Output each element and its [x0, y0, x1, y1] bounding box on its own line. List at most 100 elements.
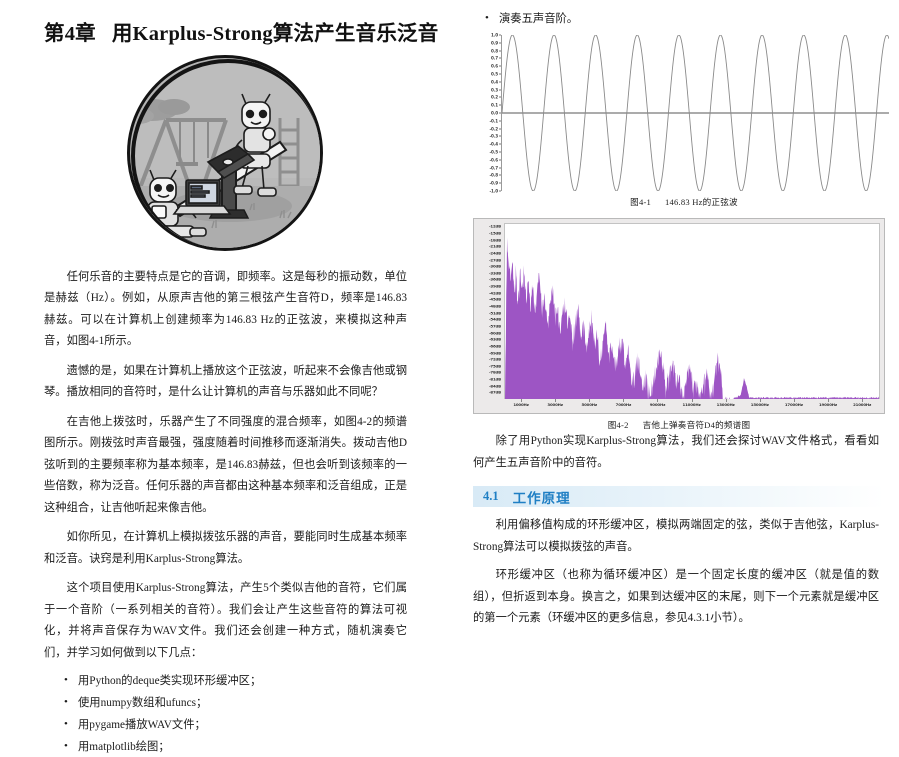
sine-y-tick-mark — [498, 182, 501, 184]
spectrum-y-axis: -12dB -15dB -18dB -21dB -24dB -27dB -30dB -33dB… — [478, 223, 504, 411]
list-item: 使用numpy数组和ufuncs； — [64, 693, 407, 713]
sine-y-tick-mark — [498, 167, 501, 169]
spectrum-y-tick-label: -24dB — [488, 250, 501, 256]
spectrum-y-tick-label: -78dB — [488, 369, 501, 375]
spectrum-x-tick-mark — [793, 399, 795, 402]
robots-seesaw-illustration — [126, 54, 323, 251]
right-body-text-lower: 利用偏移值构成的环形缓冲区，模拟两端固定的弦，类似于吉他弦，Karplus-St… — [449, 515, 899, 630]
sine-y-tick-mark — [498, 104, 501, 106]
sine-y-tick-mark — [498, 143, 501, 145]
sine-y-tick-mark — [498, 73, 501, 75]
sine-y-tick-mark — [498, 57, 501, 59]
sine-y-tick-label: 0.6 — [491, 63, 498, 69]
paragraph: 如你所见，在计算机上模拟拨弦乐器的声音，要能同时生成基本频率和泛音。诀窍是利用K… — [44, 531, 407, 565]
left-bullet-list: 用Python的deque类实现环形缓冲区； 使用numpy数组和ufuncs；… — [44, 671, 407, 757]
document-page: 第4章 用Karplus-Strong算法产生音乐泛音 — [0, 0, 899, 590]
figure-number: 图4-1 — [630, 197, 652, 207]
sine-y-tick-label: 0.9 — [491, 40, 498, 46]
right-body-text-upper: 除了用Python实现Karplus-Strong算法，我们还会探讨WAV文件格… — [449, 431, 899, 474]
sine-y-tick-label: -0.1 — [489, 118, 498, 124]
spectrum-x-tick-label: 9000Hz — [649, 402, 666, 407]
sine-y-tick-label: -1.0 — [489, 188, 498, 194]
spectrum-x-tick-mark — [827, 399, 829, 402]
spectrum-x-tick-label: 11000Hz — [682, 402, 701, 407]
illustration-svg — [130, 58, 320, 248]
spectrum-y-tick-label: -51dB — [488, 310, 501, 316]
figure-number: 图4-2 — [607, 420, 629, 430]
spectrum-x-tick-mark — [691, 399, 693, 402]
sine-wave-path — [502, 35, 889, 191]
chapter-title-text: 用Karplus-Strong算法产生音乐泛音 — [111, 23, 439, 45]
spectrum-x-tick-label: 15000Hz — [750, 402, 769, 407]
spectrum-x-tick-mark — [759, 399, 761, 402]
paragraph: 利用偏移值构成的环形缓冲区，模拟两端固定的弦，类似于吉他弦，Karplus-St… — [473, 519, 879, 553]
spectrum-inner: -12dB -15dB -18dB -21dB -24dB -27dB -30dB -33dB… — [478, 223, 880, 411]
list-item: 用matplotlib绘图； — [64, 737, 407, 757]
sine-y-axis: 1.0 0.9 0.8 0.7 0.6 0.5 0.4 0.3 0.2 0.1 0.0 -0.1 -0.… — [479, 33, 501, 194]
spectrum-y-tick-label: -36dB — [488, 276, 501, 282]
section-number: 4.1 — [483, 489, 499, 503]
sine-y-tick-mark — [498, 151, 501, 153]
figure-4-1-caption: 图4-1 146.83 Hz的正弦波 — [479, 196, 889, 208]
spectrum-y-tick-label: -75dB — [488, 363, 501, 369]
spectrum-plot-canvas — [504, 223, 880, 399]
paragraph: 除了用Python实现Karplus-Strong算法，我们还会探讨WAV文件格… — [473, 435, 879, 469]
spectrum-y-tick-label: -87dB — [488, 389, 501, 395]
figure-4-2-caption: 图4-2 吉他上弹奏音符D4的频谱图 — [473, 419, 885, 431]
paragraph: 这个项目使用Karplus-Strong算法，产生5个类似吉他的音符，它们属于一… — [44, 582, 407, 659]
spectrum-x-tick-mark — [862, 399, 864, 402]
sine-y-tick-mark — [498, 96, 501, 98]
sine-y-tick-label: 0.1 — [491, 102, 498, 108]
spectrum-x-axis: 1000Hz 3000Hz 5000Hz 7000Hz 9000Hz 11000Hz 130… — [504, 399, 880, 411]
spectrum-y-tick-label: -48dB — [488, 303, 501, 309]
spectrum-x-tick-label: 17000Hz — [784, 402, 803, 407]
spectrum-x-tick-label: 21000Hz — [853, 402, 872, 407]
sine-y-tick-label: 0.7 — [491, 55, 498, 61]
spectrum-area-svg — [505, 237, 879, 399]
list-item: 演奏五声音阶。 — [485, 9, 869, 29]
sine-y-tick-mark — [498, 34, 501, 36]
sine-y-tick-mark — [498, 190, 501, 192]
spectrum-y-tick-label: -84dB — [488, 383, 501, 389]
sine-y-tick-mark — [498, 159, 501, 161]
sine-y-tick-mark — [498, 128, 501, 130]
section-heading-4-1: 4.1 工作原理 — [473, 486, 885, 507]
sine-y-tick-mark — [498, 120, 501, 122]
spectrum-x-tick-mark — [623, 399, 625, 402]
list-item: 用pygame播放WAV文件； — [64, 715, 407, 735]
spectrum-x-tick-mark — [657, 399, 659, 402]
sine-y-tick-label: 0.4 — [491, 79, 498, 85]
sine-y-tick-mark — [498, 50, 501, 52]
left-body-text: 任何乐音的主要特点是它的音调，即频率。这是每秒的振动数，单位是赫兹（Hz）。例如… — [0, 251, 449, 757]
paragraph: 遗憾的是，如果在计算机上播放这个正弦波，听起来不会像吉他或钢琴。播放相同的音符时… — [44, 364, 407, 399]
paragraph: 环形缓冲区（也称为循环缓冲区）是一个固定长度的缓冲区（就是值的数组），但折返到本… — [473, 569, 879, 624]
left-page-column: 第4章 用Karplus-Strong算法产生音乐泛音 — [0, 0, 449, 756]
spectrum-y-tick-label: -54dB — [488, 316, 501, 322]
spectrum-x-tick-label: 1000Hz — [513, 402, 529, 407]
spectrum-y-tick-label: -57dB — [488, 323, 501, 329]
spectrum-y-tick-label: -63dB — [488, 336, 501, 342]
spectrum-y-tick-label: -66dB — [488, 343, 501, 349]
sine-y-tick-mark — [498, 89, 501, 91]
column-gutter — [449, 0, 450, 590]
paragraph: 任何乐音的主要特点是它的音调，即频率。这是每秒的振动数，单位是赫兹（Hz）。例如… — [44, 270, 407, 348]
spectrum-y-tick-label: -45dB — [488, 296, 501, 302]
figure-caption-text: 146.83 Hz的正弦波 — [665, 197, 738, 207]
spectrum-chart: -12dB -15dB -18dB -21dB -24dB -27dB -30dB -33dB… — [473, 218, 885, 414]
sine-wave-svg — [502, 35, 889, 191]
sine-y-tick-mark — [498, 135, 501, 137]
sine-y-tick-label: 0.2 — [491, 94, 498, 100]
sine-y-tick-label: -0.7 — [489, 165, 498, 171]
spectrum-y-tick-label: -81dB — [488, 376, 501, 382]
spectrum-x-tick-label: 3000Hz — [547, 402, 563, 407]
spectrum-y-tick-label: -33dB — [488, 270, 501, 276]
chapter-illustration-wrap — [0, 54, 449, 251]
sine-chart: 1.0 0.9 0.8 0.7 0.6 0.5 0.4 0.3 0.2 0.1 0.0 -0.1 -0.… — [479, 33, 889, 194]
list-item: 用Python的deque类实现环形缓冲区； — [64, 671, 407, 691]
sine-y-tick-label: -0.3 — [489, 133, 498, 139]
figure-4-1: 1.0 0.9 0.8 0.7 0.6 0.5 0.4 0.3 0.2 0.1 0.0 -0.1 -0.… — [449, 33, 899, 208]
sine-y-tick-mark — [498, 81, 501, 83]
spectrum-y-tick-label: -27dB — [488, 257, 501, 263]
sine-y-tick-label: -0.8 — [489, 172, 498, 178]
sine-y-tick-mark — [498, 65, 501, 67]
